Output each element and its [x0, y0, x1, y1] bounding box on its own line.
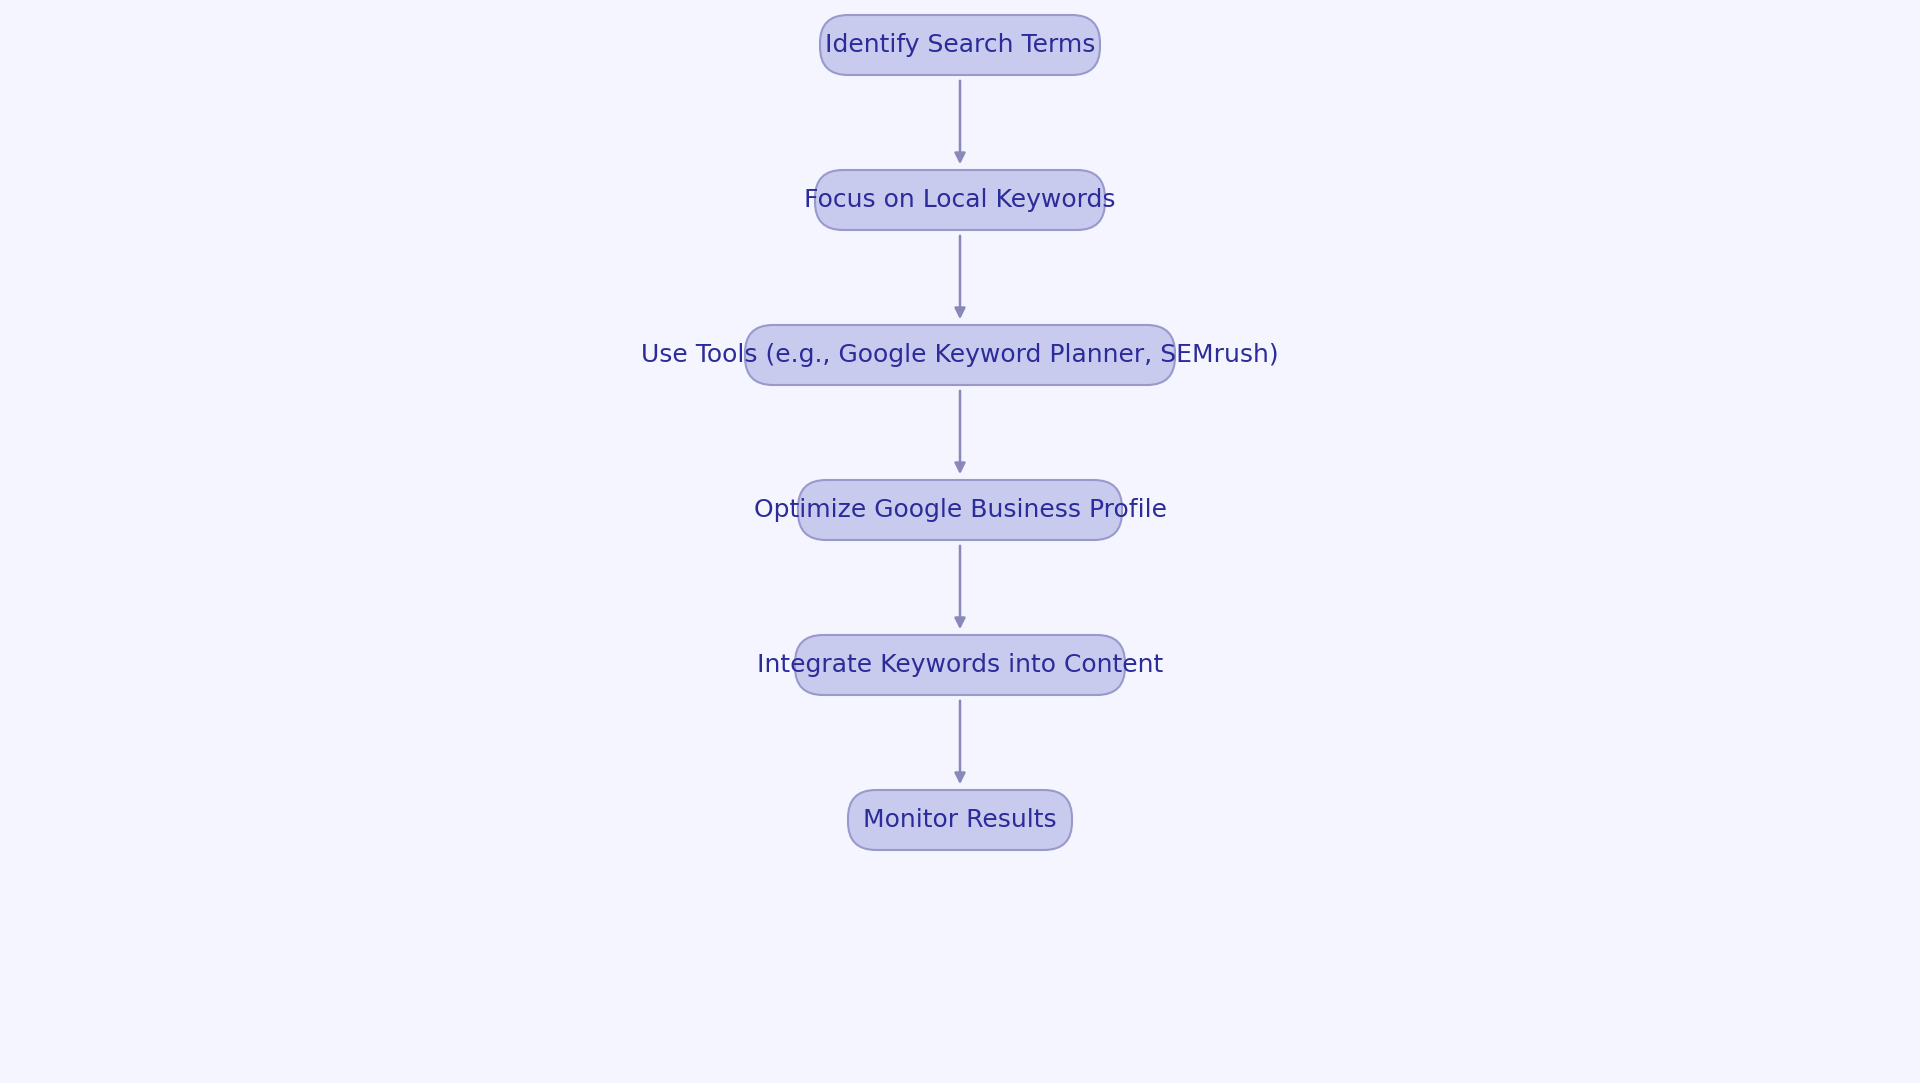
Text: Focus on Local Keywords: Focus on Local Keywords — [804, 188, 1116, 212]
Text: Monitor Results: Monitor Results — [864, 808, 1056, 832]
FancyBboxPatch shape — [820, 15, 1100, 75]
Text: Use Tools (e.g., Google Keyword Planner, SEMrush): Use Tools (e.g., Google Keyword Planner,… — [641, 343, 1279, 367]
FancyBboxPatch shape — [745, 325, 1175, 384]
Text: Optimize Google Business Profile: Optimize Google Business Profile — [753, 498, 1167, 522]
Text: Integrate Keywords into Content: Integrate Keywords into Content — [756, 653, 1164, 677]
FancyBboxPatch shape — [814, 170, 1106, 230]
FancyBboxPatch shape — [849, 790, 1071, 850]
Text: Identify Search Terms: Identify Search Terms — [826, 32, 1094, 57]
FancyBboxPatch shape — [795, 635, 1125, 695]
FancyBboxPatch shape — [799, 480, 1121, 540]
